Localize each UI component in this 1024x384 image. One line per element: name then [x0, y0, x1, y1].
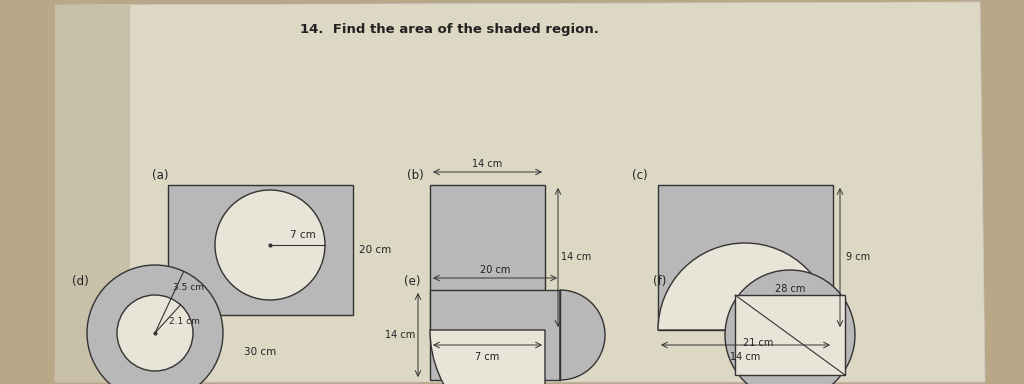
- Text: 20 cm: 20 cm: [358, 245, 391, 255]
- Circle shape: [87, 265, 223, 384]
- Text: 9 cm: 9 cm: [846, 253, 870, 263]
- Text: 20 cm: 20 cm: [480, 265, 510, 275]
- Text: (a): (a): [152, 169, 168, 182]
- Text: (e): (e): [403, 275, 420, 288]
- Text: 14 cm: 14 cm: [472, 159, 503, 169]
- Text: 7 cm: 7 cm: [290, 230, 315, 240]
- Wedge shape: [430, 330, 545, 384]
- Text: (c): (c): [632, 169, 648, 182]
- Polygon shape: [55, 5, 130, 382]
- Text: 2.1 cm: 2.1 cm: [169, 316, 200, 326]
- Polygon shape: [55, 2, 985, 382]
- Bar: [658, 185, 833, 330]
- Bar: [430, 290, 560, 380]
- Text: 14 cm: 14 cm: [730, 352, 761, 362]
- Text: 7 cm: 7 cm: [475, 352, 500, 362]
- Bar: [168, 185, 353, 315]
- Text: 14 cm: 14 cm: [561, 253, 591, 263]
- Bar: [735, 295, 845, 375]
- Circle shape: [725, 270, 855, 384]
- Text: 28 cm: 28 cm: [775, 284, 805, 294]
- Text: 30 cm: 30 cm: [245, 347, 276, 357]
- Text: (f): (f): [653, 275, 667, 288]
- Text: 14.  Find the area of the shaded region.: 14. Find the area of the shaded region.: [300, 23, 599, 36]
- Bar: [430, 185, 545, 330]
- Wedge shape: [658, 243, 831, 330]
- Text: 21 cm: 21 cm: [743, 338, 773, 348]
- Text: (d): (d): [72, 275, 88, 288]
- Text: 14 cm: 14 cm: [385, 330, 415, 340]
- Wedge shape: [560, 290, 605, 380]
- Text: (b): (b): [407, 169, 423, 182]
- Text: 3.5 cm: 3.5 cm: [173, 283, 204, 293]
- Circle shape: [117, 295, 193, 371]
- Circle shape: [215, 190, 325, 300]
